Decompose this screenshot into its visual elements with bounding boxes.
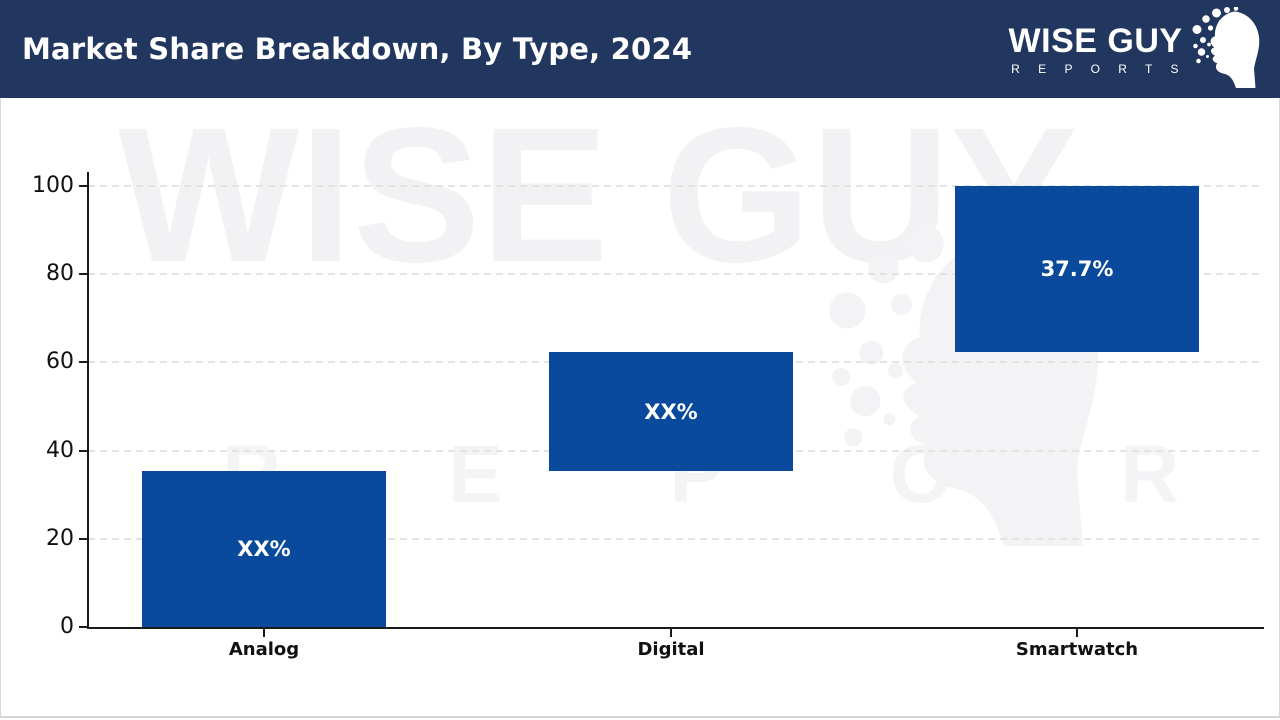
watermark-wordmark: WISE GUY xyxy=(118,98,1079,302)
y-tick-label-40: 40 xyxy=(46,437,74,463)
y-tick-label-20: 20 xyxy=(46,525,74,551)
x-tick-mark-analog xyxy=(263,629,265,637)
bar-smartwatch xyxy=(955,186,1199,353)
x-tick-label-digital: Digital xyxy=(637,639,705,660)
y-tick-mark-60 xyxy=(79,361,88,364)
y-gridline-20 xyxy=(88,537,1262,540)
bar-value-label-analog: XX% xyxy=(237,537,291,562)
y-tick-mark-0 xyxy=(79,626,88,628)
chart-area: WISE GUY R E P O R T S 020406080100XX%An… xyxy=(0,98,1280,716)
plot-area: 0 20 40 60 80 100 XX% Analog XX% Digital 37.7% Smar… xyxy=(0,98,1280,716)
x-tick-mark-smartwatch xyxy=(1076,629,1078,637)
y-tick-label-100: 100 xyxy=(32,173,74,198)
logo-face-icon xyxy=(1192,7,1260,88)
y-tick-mark-40 xyxy=(79,449,88,452)
wise-guy-logo: WISE GUY R E P O R T S xyxy=(1005,0,1266,98)
y-gridline-100 xyxy=(88,185,1262,187)
bar-analog xyxy=(142,471,386,627)
y-tick-label-0: 0 xyxy=(60,614,74,639)
y-tick-mark-80 xyxy=(79,273,88,276)
x-tick-label-smartwatch: Smartwatch xyxy=(1015,639,1139,660)
x-axis-line xyxy=(87,627,1264,629)
page-title: Market Share Breakdown, By Type, 2024 xyxy=(22,32,693,66)
bar-value-label-smartwatch: 37.7% xyxy=(1040,257,1114,282)
logo-subtitle: R E P O R T S xyxy=(1011,62,1186,76)
y-axis-line xyxy=(87,172,89,629)
bar-value-label-digital: XX% xyxy=(644,399,698,424)
bar-digital xyxy=(549,352,793,472)
y-gridline-80 xyxy=(88,273,1262,276)
frame-border-bottom xyxy=(0,716,1280,718)
x-tick-mark-digital xyxy=(670,629,672,637)
logo-wordmark: WISE GUY xyxy=(1008,22,1183,60)
y-tick-mark-100 xyxy=(79,185,88,187)
frame-border-left xyxy=(0,98,1,718)
y-tick-label-60: 60 xyxy=(46,349,74,375)
x-tick-label-analog: Analog xyxy=(228,639,300,660)
header-bar: Market Share Breakdown, By Type, 2024 WI… xyxy=(0,0,1280,98)
y-tick-label-80: 80 xyxy=(46,261,74,287)
logo-text-block: WISE GUY R E P O R T S xyxy=(1005,22,1186,76)
y-tick-mark-20 xyxy=(79,537,88,540)
